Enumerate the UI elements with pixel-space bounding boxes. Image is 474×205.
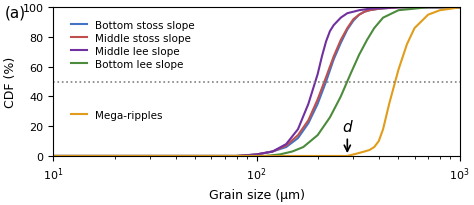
- Y-axis label: CDF (%): CDF (%): [4, 57, 17, 108]
- Text: (a): (a): [5, 5, 26, 20]
- Text: d: d: [343, 119, 352, 151]
- X-axis label: Grain size (μm): Grain size (μm): [209, 188, 304, 201]
- Legend: Mega-ripples: Mega-ripples: [67, 106, 166, 124]
